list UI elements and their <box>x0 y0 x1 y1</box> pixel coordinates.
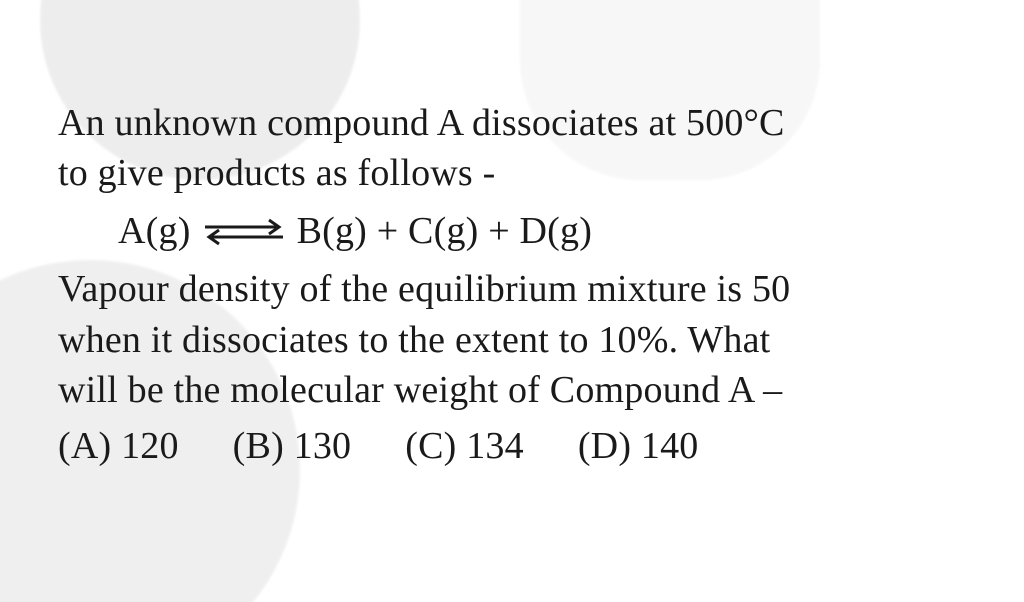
option-value: 140 <box>641 425 699 467</box>
option-d[interactable]: (D) 140 <box>578 421 699 471</box>
question-block: An unknown compound A dissociates at 500… <box>58 98 968 471</box>
option-value: 120 <box>121 425 179 467</box>
option-b[interactable]: (B) 130 <box>233 421 352 471</box>
question-intro-line: An unknown compound A dissociates at 500… <box>58 98 968 148</box>
question-body-line: when it dissociates to the extent to 10%… <box>58 315 968 365</box>
option-label: (D) <box>578 425 631 467</box>
options-row: (A) 120 (B) 130 (C) 134 (D) 140 <box>58 421 968 471</box>
equilibrium-arrow-icon <box>201 216 287 246</box>
option-label: (B) <box>233 425 284 467</box>
equation-lhs: A(g) <box>118 206 191 256</box>
question-intro-line: to give products as follows - <box>58 148 968 198</box>
equation-rhs: B(g) + C(g) + D(g) <box>297 206 593 256</box>
question-body-line: will be the molecular weight of Compound… <box>58 365 968 415</box>
equation: A(g) B(g) + C(g) + D(g) <box>118 206 968 256</box>
option-value: 134 <box>466 425 524 467</box>
page: An unknown compound A dissociates at 500… <box>0 0 1024 602</box>
option-a[interactable]: (A) 120 <box>58 421 179 471</box>
option-label: (C) <box>405 425 456 467</box>
option-c[interactable]: (C) 134 <box>405 421 524 471</box>
option-label: (A) <box>58 425 111 467</box>
option-value: 130 <box>294 425 352 467</box>
question-body-line: Vapour density of the equilibrium mixtur… <box>58 264 968 314</box>
